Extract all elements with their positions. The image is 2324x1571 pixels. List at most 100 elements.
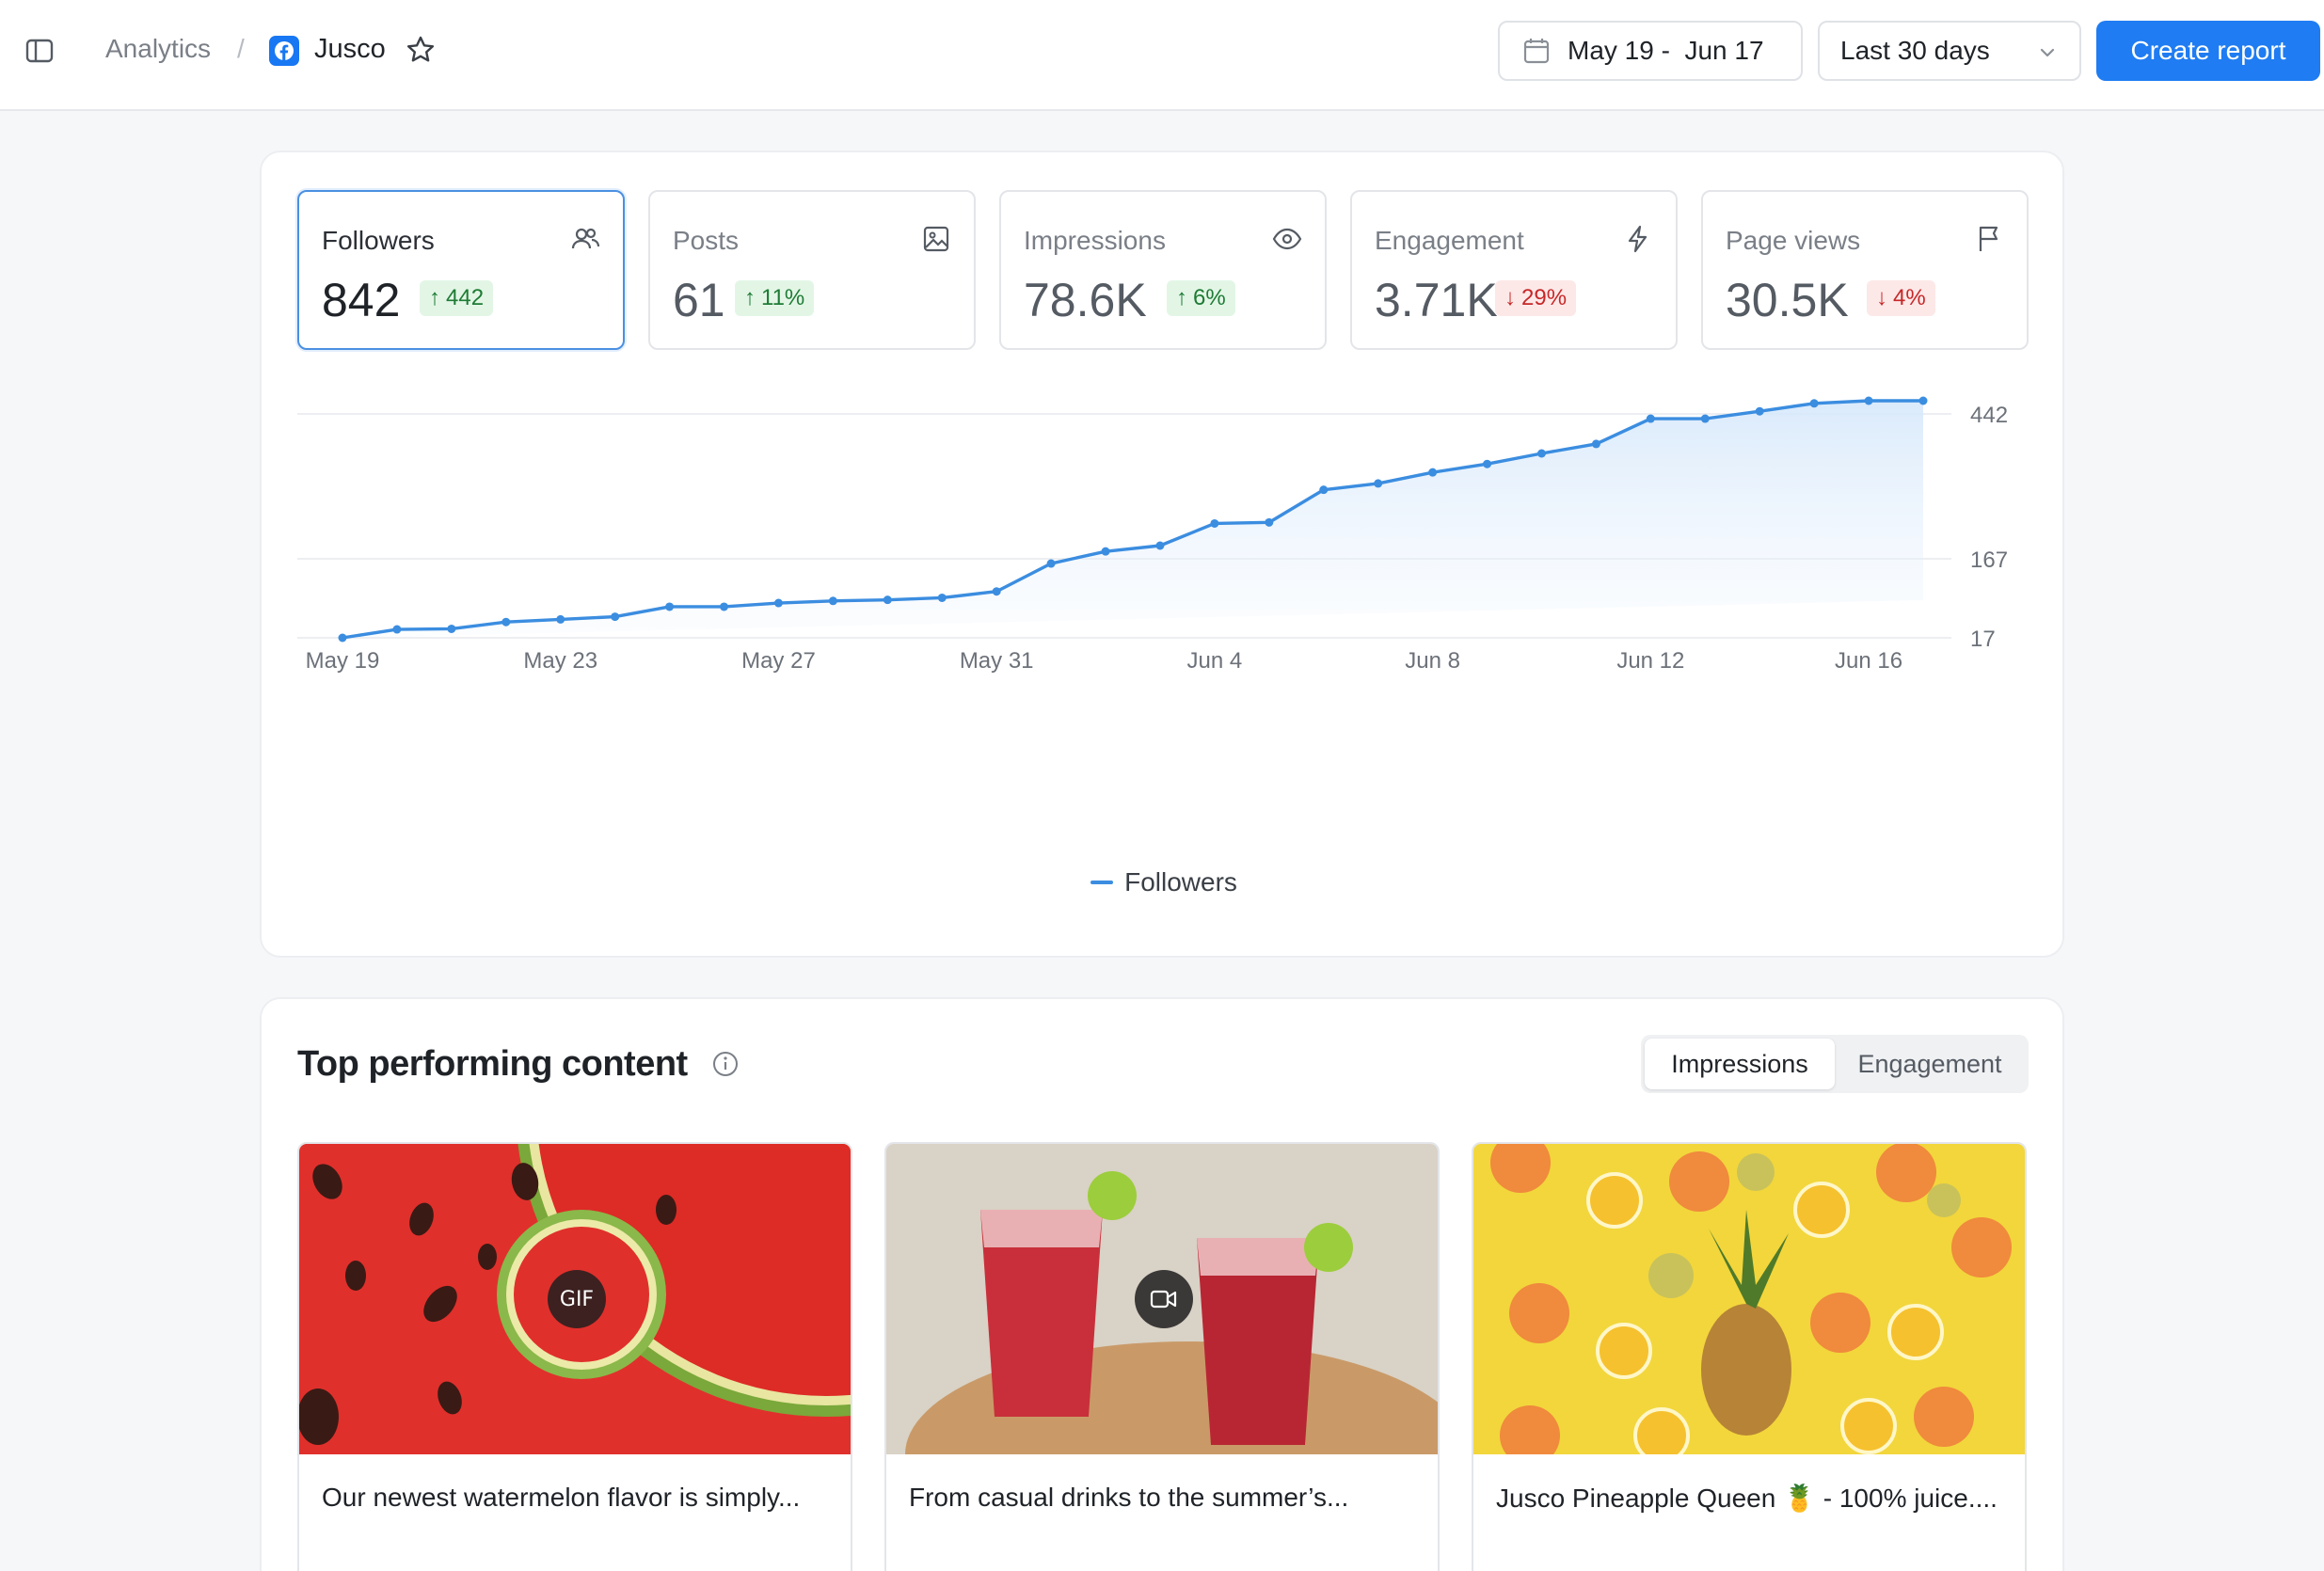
data-point xyxy=(1700,414,1710,423)
bolt-icon xyxy=(1628,225,1647,253)
star-icon[interactable] xyxy=(405,34,437,66)
trend-badge: ↑ 442 xyxy=(420,280,494,316)
data-point xyxy=(937,593,947,602)
kpi-followers[interactable]: Followers 842 ↑ 442 xyxy=(297,190,625,350)
data-point xyxy=(501,617,511,627)
kpi-value: 3.71K xyxy=(1375,274,1498,326)
y-tick-label: 442 xyxy=(1970,403,2008,428)
kpi-label: Engagement xyxy=(1375,226,1524,255)
breadcrumb-page: Jusco xyxy=(314,34,386,64)
metric-toggle: Impressions Engagement xyxy=(1641,1035,2029,1093)
kpi-label: Posts xyxy=(673,226,740,255)
data-point xyxy=(611,612,620,622)
top-bar: Analytics / Jusco May 19 - Jun 17 Last 3… xyxy=(0,0,2324,111)
x-tick-label: May 23 xyxy=(523,648,597,674)
calendar-icon xyxy=(1523,39,1550,64)
x-tick-label: Jun 16 xyxy=(1835,648,1902,674)
date-range-label: May 19 - Jun 17 xyxy=(1568,36,1764,65)
x-tick-label: May 31 xyxy=(960,648,1034,674)
data-point xyxy=(556,614,565,624)
data-point xyxy=(1046,559,1056,568)
kpi-impressions[interactable]: Impressions 78.6K ↑ 6% xyxy=(999,190,1327,350)
series-line-followers xyxy=(342,399,1923,640)
data-point xyxy=(1809,399,1819,408)
kpi-posts[interactable]: Posts 61 ↑ 11% xyxy=(648,190,976,350)
kpi-label: Followers xyxy=(322,226,435,255)
data-point xyxy=(883,595,892,605)
tab-impressions[interactable]: Impressions xyxy=(1645,1039,1835,1089)
data-point xyxy=(1374,479,1383,488)
post-card[interactable]: From casual drinks to the summer’s... xyxy=(884,1142,1440,1571)
data-point xyxy=(1319,485,1329,495)
data-point xyxy=(1755,406,1764,416)
post-image-pineapple xyxy=(1473,1144,2025,1454)
data-point xyxy=(447,624,456,633)
info-icon[interactable] xyxy=(711,1050,740,1078)
trend-badge: ↓ 29% xyxy=(1495,280,1577,316)
kpi-label: Impressions xyxy=(1024,226,1166,255)
post-card[interactable]: Jusco Pineapple Queen 🍍 - 100% juice.... xyxy=(1472,1142,2027,1571)
post-image-drinks xyxy=(886,1144,1438,1454)
data-point xyxy=(1918,396,1928,405)
data-point xyxy=(1483,459,1492,468)
data-point xyxy=(1265,517,1274,527)
date-range-picker[interactable]: May 19 - Jun 17 xyxy=(1498,21,1803,81)
post-caption: Jusco Pineapple Queen 🍍 - 100% juice.... xyxy=(1496,1484,1998,1513)
data-point xyxy=(1101,547,1110,556)
trend-delta: 4% xyxy=(1893,285,1926,310)
post-card[interactable]: GIF Our newest watermelon flavor is simp… xyxy=(297,1142,852,1571)
data-point xyxy=(720,602,729,611)
data-point xyxy=(1646,414,1655,423)
sidebar-toggle-icon[interactable] xyxy=(21,36,58,66)
area-fill xyxy=(342,401,1923,638)
data-point xyxy=(828,596,837,606)
data-point xyxy=(1428,468,1438,477)
kpi-page-views[interactable]: Page views 30.5K ↓ 4% xyxy=(1701,190,2029,350)
data-point xyxy=(392,625,402,634)
stats-panel: Followers 842 ↑ 442 Posts 61 ↑ 11% Impre… xyxy=(260,151,2064,958)
section-title: Top performing content xyxy=(297,1044,688,1084)
trend-delta: 442 xyxy=(446,285,485,310)
kpi-value: 61 xyxy=(673,274,725,326)
eye-icon xyxy=(1272,228,1302,250)
video-icon xyxy=(1150,1290,1177,1309)
users-icon xyxy=(571,228,600,249)
post-caption: From casual drinks to the summer’s... xyxy=(909,1483,1349,1512)
trend-delta: 29% xyxy=(1521,285,1568,310)
x-tick-label: Jun 12 xyxy=(1616,648,1684,674)
data-point xyxy=(992,587,1001,596)
y-tick-label: 167 xyxy=(1970,547,2008,573)
post-caption: Our newest watermelon flavor is simply..… xyxy=(322,1483,801,1512)
data-point xyxy=(1864,396,1873,405)
flag-icon xyxy=(1979,226,1998,251)
kpi-engagement[interactable]: Engagement 3.71K ↓ 29% xyxy=(1350,190,1678,350)
data-point xyxy=(1536,449,1546,458)
trend-badge: ↓ 4% xyxy=(1867,280,1935,316)
data-point xyxy=(1210,518,1219,528)
period-select-value: Last 30 days xyxy=(1840,36,1990,65)
video-badge xyxy=(1135,1270,1193,1328)
top-content-panel: Top performing content Impressions Engag… xyxy=(260,997,2064,1571)
breadcrumb-separator: / xyxy=(237,34,245,63)
legend-label-followers: Followers xyxy=(1124,867,1237,897)
create-report-button[interactable]: Create report xyxy=(2096,21,2320,81)
chart-svg: 442 167 17 May 19 May 23 May 27 May 31 Jun 4 Jun… xyxy=(297,396,2008,674)
kpi-label: Page views xyxy=(1726,226,1861,255)
facebook-icon xyxy=(269,36,299,66)
gif-badge: GIF xyxy=(548,1270,606,1328)
trend-delta: 11% xyxy=(761,285,805,310)
data-point xyxy=(665,602,675,611)
breadcrumb-analytics[interactable]: Analytics xyxy=(105,34,212,63)
chart-legend: Followers xyxy=(262,864,2066,901)
trend-delta: 6% xyxy=(1193,285,1226,310)
data-point xyxy=(1591,439,1600,449)
kpi-value: 78.6K xyxy=(1024,274,1147,326)
data-point xyxy=(1155,541,1165,550)
period-select[interactable]: Last 30 days xyxy=(1818,21,2081,81)
x-tick-label: Jun 4 xyxy=(1187,648,1243,674)
tab-engagement[interactable]: Engagement xyxy=(1857,1049,2002,1078)
trend-badge: ↑ 6% xyxy=(1167,280,1235,316)
x-tick-label: Jun 8 xyxy=(1405,648,1460,674)
trend-badge: ↑ 11% xyxy=(735,280,815,316)
kpi-value: 842 xyxy=(322,274,401,326)
